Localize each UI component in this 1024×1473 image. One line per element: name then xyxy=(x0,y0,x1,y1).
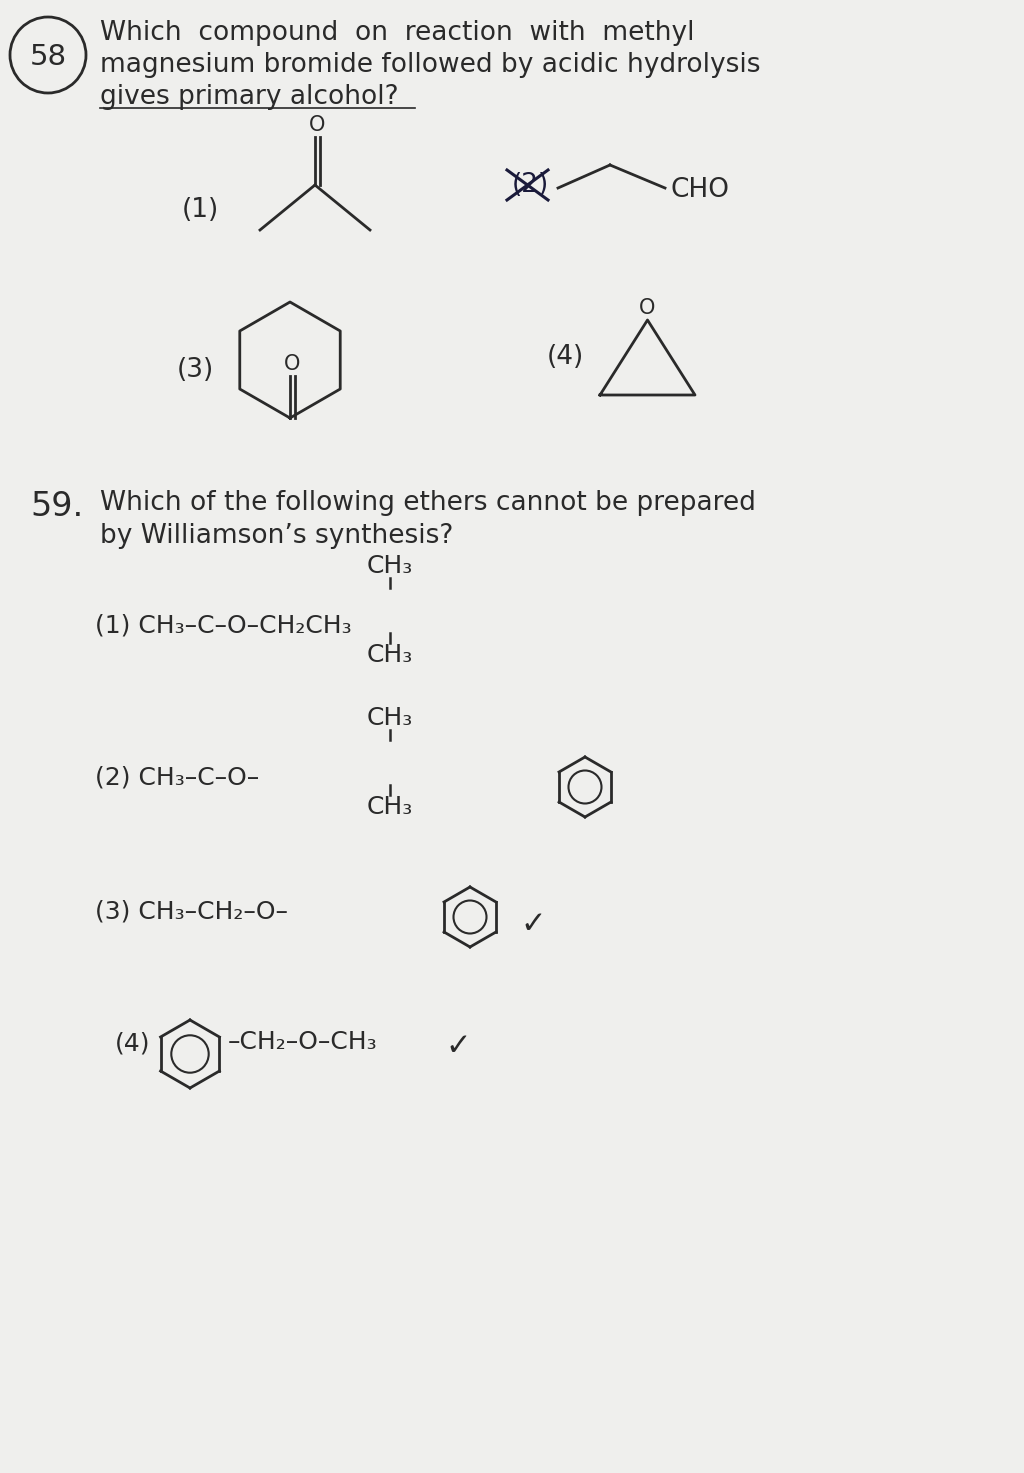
Text: 59.: 59. xyxy=(30,491,83,523)
Text: (1) CH₃–C–O–CH₂CH₃: (1) CH₃–C–O–CH₂CH₃ xyxy=(95,613,351,636)
Text: CH₃: CH₃ xyxy=(367,706,413,731)
Text: gives primary alcohol?: gives primary alcohol? xyxy=(100,84,398,110)
Text: O: O xyxy=(309,115,326,136)
Text: ✓: ✓ xyxy=(520,910,546,938)
Text: Which of the following ethers cannot be prepared: Which of the following ethers cannot be … xyxy=(100,491,756,516)
Text: magnesium bromide followed by acidic hydrolysis: magnesium bromide followed by acidic hyd… xyxy=(100,52,761,78)
Text: (4): (4) xyxy=(115,1033,151,1056)
Text: –CH₂–O–CH₃: –CH₂–O–CH₃ xyxy=(228,1030,378,1055)
Text: (3): (3) xyxy=(176,356,214,383)
Text: 58: 58 xyxy=(30,43,67,71)
Text: ✓: ✓ xyxy=(445,1033,470,1061)
Text: CHO: CHO xyxy=(670,177,729,203)
Text: CH₃: CH₃ xyxy=(367,795,413,819)
Text: O: O xyxy=(284,354,300,374)
Text: CH₃: CH₃ xyxy=(367,554,413,577)
Text: (2): (2) xyxy=(511,172,549,197)
Text: (1): (1) xyxy=(181,197,219,222)
Text: by Williamson’s synthesis?: by Williamson’s synthesis? xyxy=(100,523,454,549)
Text: (3) CH₃–CH₂–O–: (3) CH₃–CH₂–O– xyxy=(95,900,288,924)
Text: CH₃: CH₃ xyxy=(367,644,413,667)
Text: Which  compound  on  reaction  with  methyl: Which compound on reaction with methyl xyxy=(100,21,694,46)
Text: O: O xyxy=(639,298,655,318)
Text: (4): (4) xyxy=(547,345,584,371)
Text: (2) CH₃–C–O–: (2) CH₃–C–O– xyxy=(95,764,259,790)
